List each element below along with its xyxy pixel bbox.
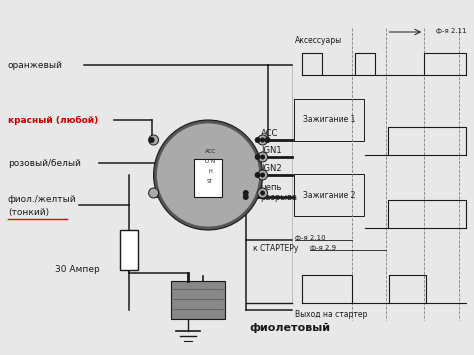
Circle shape	[260, 154, 265, 159]
Circle shape	[255, 172, 261, 178]
Bar	[171, 281, 226, 319]
Text: оранжевый: оранжевый	[8, 60, 63, 70]
Text: 30 Ампер: 30 Ампер	[55, 266, 99, 274]
Circle shape	[156, 123, 260, 227]
Circle shape	[264, 137, 271, 143]
Circle shape	[149, 188, 159, 198]
Text: H: H	[208, 169, 212, 174]
Circle shape	[258, 188, 267, 198]
Circle shape	[243, 194, 249, 200]
Text: ф-я 2.9: ф-я 2.9	[310, 245, 336, 251]
Text: IGN1: IGN1	[261, 146, 281, 155]
Text: ф-я 2.10: ф-я 2.10	[295, 235, 326, 241]
Text: розовый/белый: розовый/белый	[8, 158, 81, 168]
Circle shape	[260, 137, 265, 142]
Text: красный (любой): красный (любой)	[8, 115, 98, 125]
Text: цепь: цепь	[261, 183, 282, 192]
Text: Выход на стартер: Выход на стартер	[295, 310, 368, 319]
Text: Зажигание 2: Зажигание 2	[303, 191, 355, 200]
Text: IGN2: IGN2	[261, 164, 281, 173]
Text: (тонкий): (тонкий)	[8, 208, 49, 217]
Text: X: X	[228, 191, 237, 203]
Bar	[194, 159, 222, 197]
Circle shape	[243, 190, 249, 196]
Text: к СТАРТЕРу: к СТАРТЕРу	[253, 244, 298, 253]
Bar	[120, 230, 138, 270]
Text: ф-я 2.11: ф-я 2.11	[436, 28, 467, 34]
Text: ST: ST	[207, 179, 213, 184]
Circle shape	[258, 135, 267, 145]
Circle shape	[260, 191, 265, 196]
Text: Зажигание 1: Зажигание 1	[303, 115, 355, 125]
Circle shape	[255, 154, 261, 160]
Circle shape	[149, 135, 159, 145]
Text: разрыва: разрыва	[261, 193, 298, 202]
Circle shape	[260, 173, 265, 178]
Circle shape	[255, 137, 261, 143]
Text: Аксессуары: Аксессуары	[295, 36, 342, 45]
Circle shape	[258, 152, 267, 162]
Circle shape	[154, 120, 263, 230]
Text: фиол./желтый: фиол./желтый	[8, 196, 77, 204]
Text: ACC: ACC	[261, 129, 278, 138]
Circle shape	[149, 137, 155, 143]
Text: фиолетовый: фиолетовый	[250, 323, 331, 333]
Text: O N: O N	[205, 159, 215, 164]
Circle shape	[258, 170, 267, 180]
Text: ACC: ACC	[204, 149, 216, 154]
